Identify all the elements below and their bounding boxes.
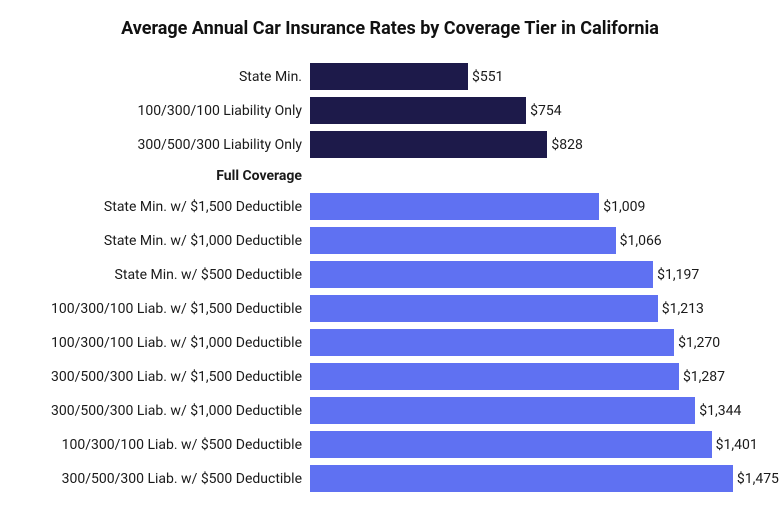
- bar-value: $1,401: [716, 437, 758, 453]
- bar-row: 300/500/300 Liab. w/ $1,500 Deductible $1…: [30, 361, 750, 392]
- bar-label: 100/300/100 Liab. w/ $1,500 Deductible: [30, 301, 310, 317]
- chart-title: Average Annual Car Insurance Rates by Co…: [30, 18, 750, 39]
- bar-row: 100/300/100 Liability Only $754: [30, 95, 750, 126]
- bar-label: 100/300/100 Liab. w/ $1,000 Deductible: [30, 335, 310, 351]
- bar-value: $551: [472, 69, 503, 85]
- bar-value: $1,344: [699, 403, 741, 419]
- bar-label: 100/300/100 Liab. w/ $500 Deductible: [30, 437, 310, 453]
- bar: [310, 97, 526, 124]
- bar-value: $1,270: [678, 335, 720, 351]
- bar: [310, 363, 679, 390]
- bar-value: $1,213: [662, 301, 704, 317]
- bar-row: 100/300/100 Liab. w/ $500 Deductible$1,4…: [30, 429, 750, 460]
- bar-cell: $828: [310, 131, 750, 158]
- bar-row: 300/500/300 Liab. w/ $500 Deductible$1,4…: [30, 463, 750, 494]
- bar-value: $828: [551, 137, 582, 153]
- bar-row: State Min. $551: [30, 61, 750, 92]
- bar-cell: $754: [310, 97, 750, 124]
- bar-label: State Min. w/ $1,000 Deductible: [30, 233, 310, 249]
- bar-label: 300/500/300 Liab. w/ $1,000 Deductible: [30, 403, 310, 419]
- bar-cell: $1,287: [310, 363, 750, 390]
- bar-row: State Min. w/ $1,500 Deductible $1,009: [30, 191, 750, 222]
- bar-row: 300/500/300 Liab. w/ $1,000 Deductible $1…: [30, 395, 750, 426]
- bar-cell: $1,344: [310, 397, 750, 424]
- bar-value: $1,475: [737, 471, 779, 487]
- bar-label: 300/500/300 Liability Only: [30, 137, 310, 153]
- bar: [310, 193, 599, 220]
- bar-label: 300/500/300 Liab. w/ $1,500 Deductible: [30, 369, 310, 385]
- chart-rows: State Min. $551 100/300/100 Liability Only…: [30, 61, 750, 497]
- bar: [310, 465, 733, 492]
- bar-cell: $1,270: [310, 329, 750, 356]
- bar-chart: Average Annual Car Insurance Rates by Co…: [0, 0, 780, 520]
- bar-label: 100/300/100 Liability Only: [30, 103, 310, 119]
- bar: [310, 329, 674, 356]
- bar-cell: $1,009: [310, 193, 750, 220]
- bar-cell: $1,197: [310, 261, 750, 288]
- bar-row: 100/300/100 Liab. w/ $1,000 Deductible $1…: [30, 327, 750, 358]
- bar-label: State Min. w/ $500 Deductible: [30, 267, 310, 283]
- bar-value: $1,287: [683, 369, 725, 385]
- bar-label: 300/500/300 Liab. w/ $500 Deductible: [30, 471, 310, 487]
- bar: [310, 227, 616, 254]
- bar-cell: $1,401: [310, 431, 758, 458]
- bar-value: $1,197: [657, 267, 699, 283]
- bar: [310, 63, 468, 90]
- bar-row: 100/300/100 Liab. w/ $1,500 Deductible $1…: [30, 293, 750, 324]
- bar: [310, 431, 712, 458]
- bar-cell: $1,066: [310, 227, 750, 254]
- bar: [310, 295, 658, 322]
- bar-row: State Min. w/ $1,000 Deductible $1,066: [30, 225, 750, 256]
- bar-value: $754: [530, 103, 561, 119]
- bar: [310, 261, 653, 288]
- bar: [310, 131, 547, 158]
- bar-cell: $1,475: [310, 465, 779, 492]
- section-label: Full Coverage: [30, 168, 310, 184]
- bar-value: $1,066: [620, 233, 662, 249]
- bar-cell: $551: [310, 63, 750, 90]
- bar-label: State Min. w/ $1,500 Deductible: [30, 199, 310, 215]
- bar-row: State Min. w/ $500 Deductible $1,197: [30, 259, 750, 290]
- bar: [310, 397, 695, 424]
- section-header: Full Coverage: [30, 163, 750, 189]
- bar-value: $1,009: [603, 199, 645, 215]
- bar-label: State Min.: [30, 69, 310, 85]
- bar-cell: $1,213: [310, 295, 750, 322]
- bar-row: 300/500/300 Liability Only $828: [30, 129, 750, 160]
